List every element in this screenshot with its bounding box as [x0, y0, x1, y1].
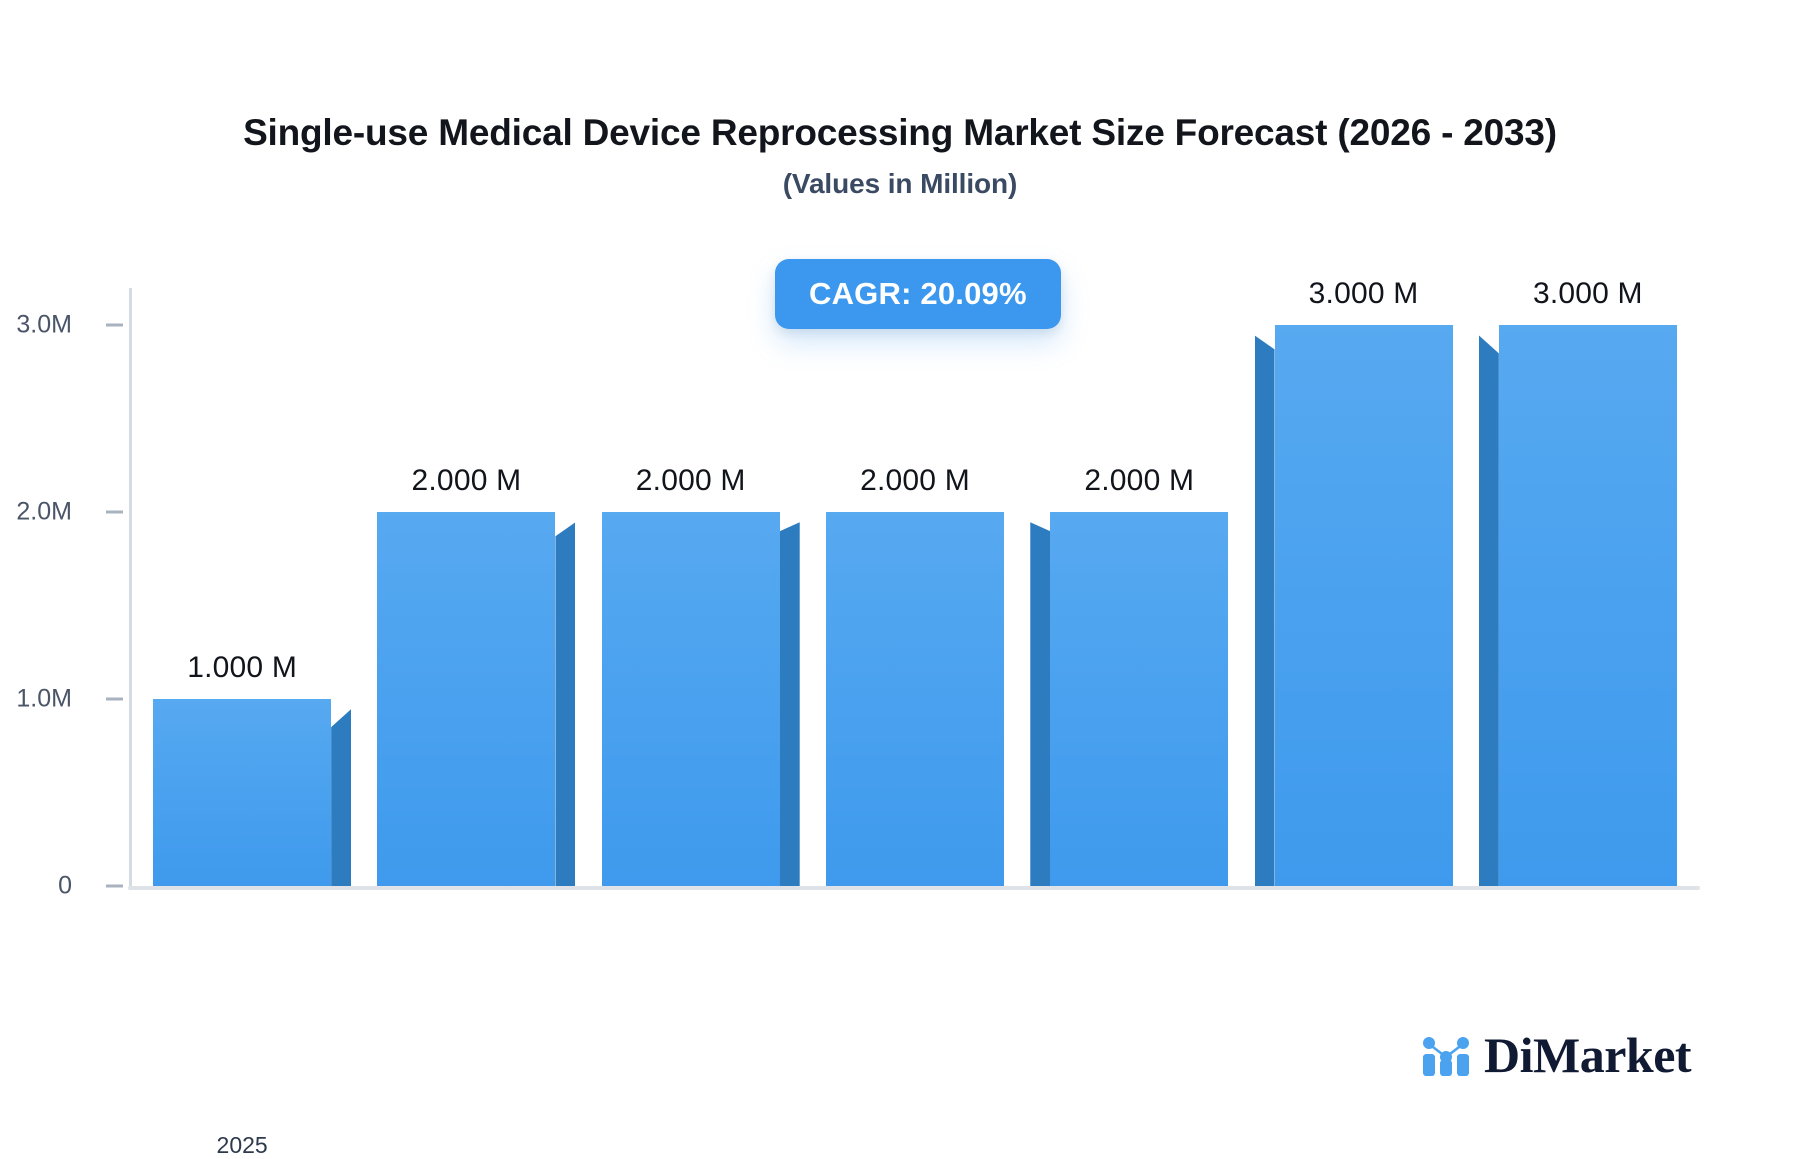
bar-side-face	[779, 522, 800, 886]
bar-front-face	[153, 699, 332, 886]
bar-front-face	[826, 512, 1004, 886]
bar-2028[interactable]: 2.000 M2028	[826, 464, 1004, 886]
cagr-badge: CAGR: 20.09%	[775, 259, 1061, 329]
bar-2026[interactable]: 2.000 M2026	[377, 464, 576, 886]
y-axis-tick-label: 0	[58, 871, 72, 900]
bar-2027[interactable]: 2.000 M2027	[601, 464, 800, 886]
y-axis-line	[129, 288, 132, 886]
bar-value-label: 1.000 M	[187, 651, 298, 685]
y-axis-tick-mark	[106, 510, 123, 514]
bar-value-label: 2.000 M	[860, 464, 970, 498]
bar-front-face	[1498, 325, 1677, 886]
x-axis-tick-label: 2025	[216, 1132, 268, 1159]
bar-value-label: 2.000 M	[411, 464, 522, 498]
bar-2025[interactable]: 1.000 M 2025	[153, 651, 352, 1158]
y-axis-tick-mark	[106, 323, 123, 327]
y-axis-tick-mark	[106, 884, 123, 888]
x-axis-line	[128, 886, 1700, 890]
bar-front-face	[1274, 325, 1453, 886]
y-axis-tick-label: 3.0M	[16, 310, 72, 339]
bar-2029[interactable]: 2.000 M2029	[1030, 464, 1229, 886]
chart-title: Single-use Medical Device Reprocessing M…	[243, 112, 1557, 153]
bar-value-label: 3.000 M	[1532, 277, 1643, 311]
bar-side-face	[555, 522, 576, 886]
chart-subtitle: (Values in Million)	[782, 168, 1018, 199]
bar-side-face	[1478, 335, 1499, 886]
bar-front-face	[1050, 512, 1229, 886]
bar-value-label: 3.000 M	[1308, 277, 1419, 311]
bar-front-face	[377, 512, 556, 886]
bar-front-face	[601, 512, 780, 886]
dimarket-logo: DiMarket	[1420, 1027, 1692, 1083]
y-axis-tick-mark	[106, 697, 123, 701]
bar-side-face	[331, 709, 352, 886]
bar-side-face	[1254, 335, 1275, 886]
y-axis-tick-label: 2.0M	[16, 497, 72, 526]
bar-2031[interactable]: 3.000 M2031	[1478, 277, 1677, 886]
y-axis-tick-label: 1.0M	[16, 684, 72, 713]
bar-chart-icon	[1423, 1037, 1469, 1076]
bar-value-label: 2.000 M	[1084, 464, 1195, 498]
bar-side-face	[1030, 522, 1051, 886]
logo-wordmark: DiMarket	[1484, 1027, 1692, 1083]
bar-value-label: 2.000 M	[635, 464, 746, 498]
bar-2030[interactable]: 3.000 M2030	[1254, 277, 1453, 886]
